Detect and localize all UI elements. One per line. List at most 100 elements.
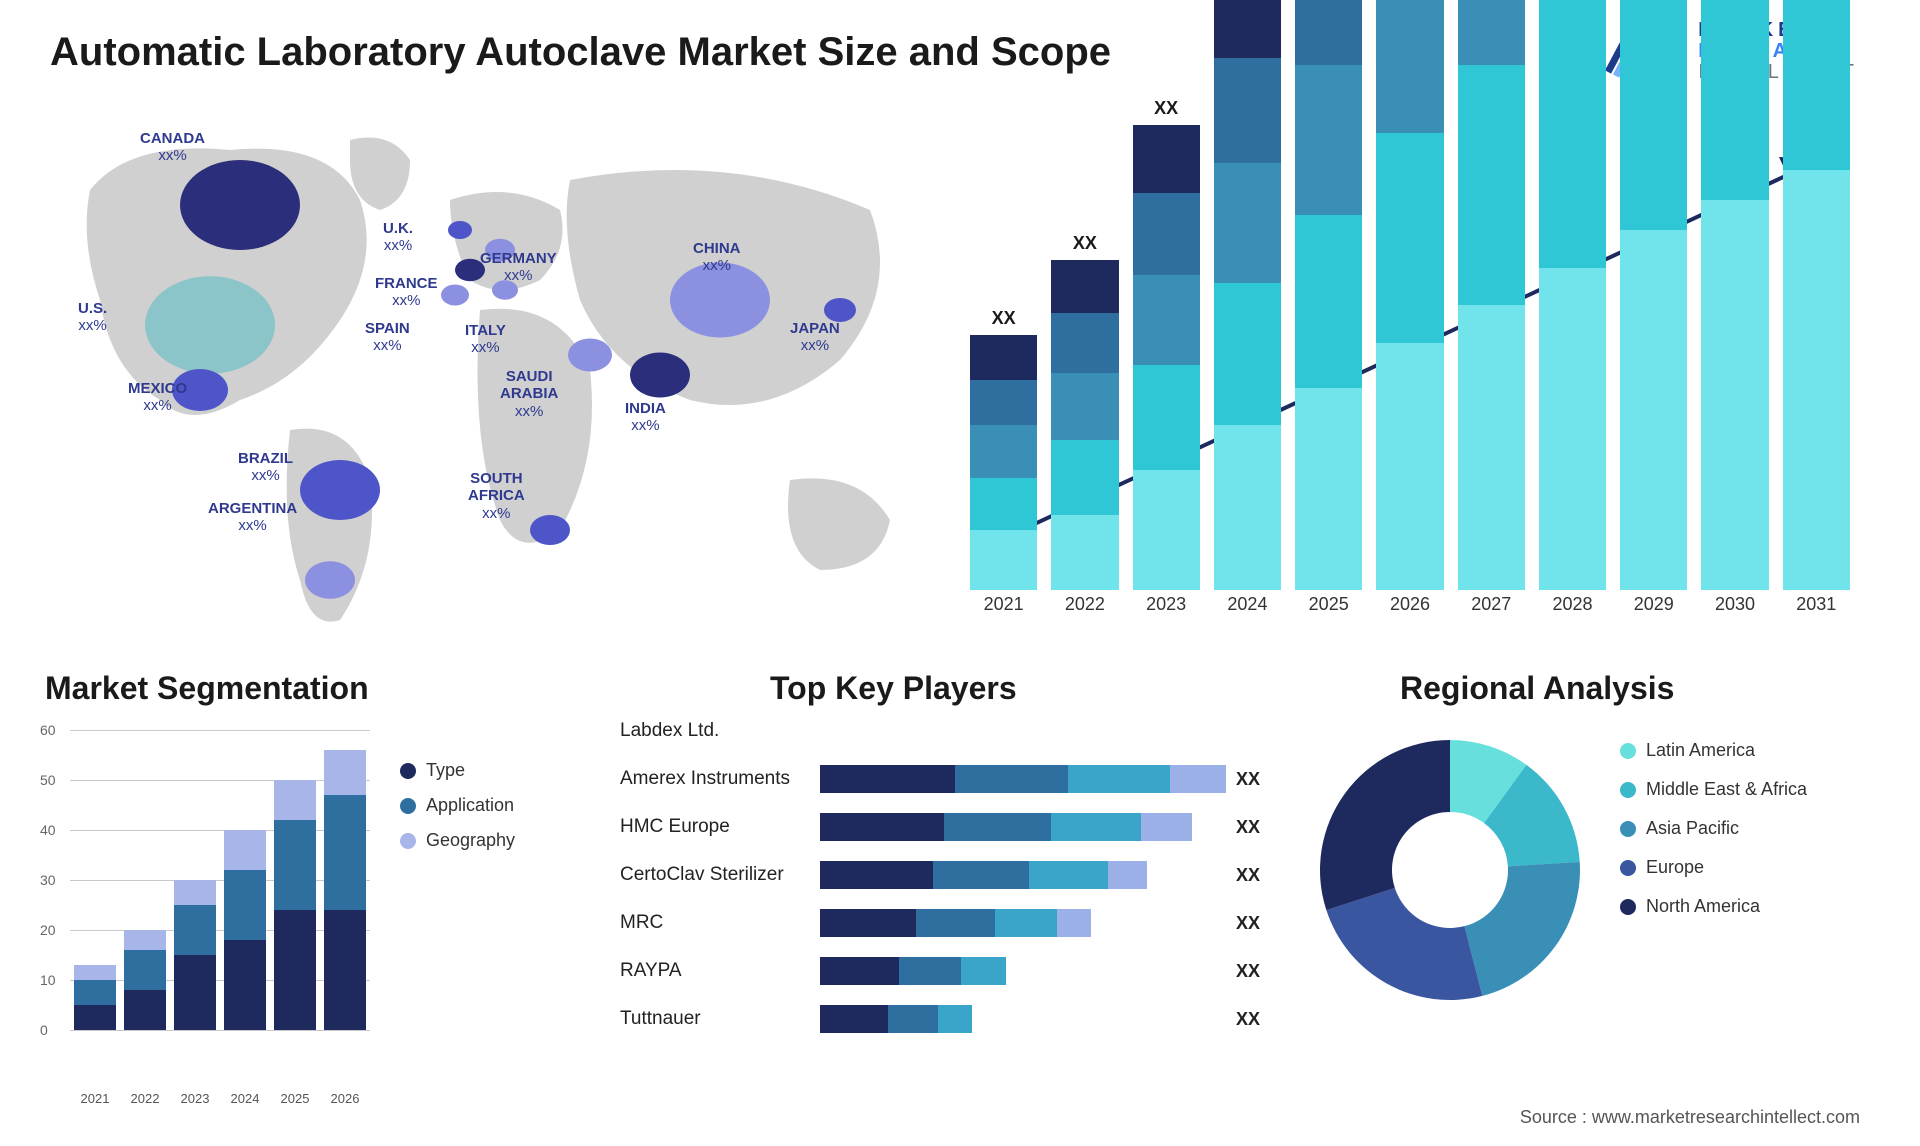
- map-label: JAPANxx%: [790, 320, 840, 355]
- kp-bar-segment: [1057, 909, 1091, 937]
- bar-segment: [1701, 200, 1768, 590]
- key-player-bar: [820, 1005, 1226, 1033]
- y-axis-label: 0: [40, 1022, 48, 1038]
- bar-x-label: 2031: [1783, 594, 1850, 630]
- legend-label: Asia Pacific: [1646, 818, 1739, 839]
- seg-bar-segment: [74, 965, 116, 980]
- bar-segment: [1133, 193, 1200, 276]
- seg-x-label: 2024: [224, 1091, 266, 1106]
- key-player-value: XX: [1236, 865, 1260, 886]
- bar-segment: [1458, 0, 1525, 65]
- key-player-value: XX: [1236, 913, 1260, 934]
- key-players-title: Top Key Players: [770, 670, 1017, 707]
- kp-bar-segment: [1051, 813, 1141, 841]
- y-axis-label: 20: [40, 922, 56, 938]
- kp-bar-segment: [820, 957, 899, 985]
- seg-bar-segment: [224, 830, 266, 870]
- seg-bar-segment: [324, 750, 366, 795]
- legend-label: Type: [426, 760, 465, 781]
- bar-segment: [970, 478, 1037, 531]
- seg-bar-segment: [224, 870, 266, 940]
- bar-segment: [1376, 0, 1443, 133]
- seg-bar-segment: [174, 955, 216, 1030]
- bar-x-label: 2027: [1458, 594, 1525, 630]
- bar-segment: [1376, 343, 1443, 591]
- regional-donut-chart: Latin America Middle East & Africa Asia Pa…: [1300, 720, 1900, 1080]
- legend-swatch: [1620, 743, 1636, 759]
- key-player-row: HMC EuropeXX: [620, 806, 1260, 848]
- key-player-name: HMC Europe: [620, 816, 820, 838]
- bar-column: XX: [1133, 98, 1200, 590]
- map-label: CHINAxx%: [693, 240, 741, 275]
- bar-segment: [1539, 0, 1606, 268]
- seg-bar-segment: [274, 820, 316, 910]
- seg-bar-segment: [124, 950, 166, 990]
- bar-segment: [1295, 65, 1362, 215]
- map-label: U.S.xx%: [78, 300, 107, 335]
- legend-item: Latin America: [1620, 740, 1807, 761]
- legend-item: Geography: [400, 830, 515, 851]
- donut-svg: [1300, 720, 1600, 1020]
- y-axis-label: 10: [40, 972, 56, 988]
- map-label: SPAINxx%: [365, 320, 410, 355]
- key-player-row: MRCXX: [620, 902, 1260, 944]
- kp-bar-segment: [1141, 813, 1192, 841]
- source-attribution: Source : www.marketresearchintellect.com: [1520, 1107, 1860, 1128]
- seg-bar-column: [124, 930, 166, 1030]
- bar-segment: [1620, 230, 1687, 590]
- kp-bar-segment: [995, 909, 1057, 937]
- legend-label: Middle East & Africa: [1646, 779, 1807, 800]
- map-label: SAUDIARABIAxx%: [500, 368, 558, 420]
- bar-top-label: XX: [1154, 98, 1178, 119]
- legend-swatch: [1620, 782, 1636, 798]
- legend-item: Type: [400, 760, 515, 781]
- kp-bar-segment: [820, 909, 916, 937]
- bar-x-label: 2021: [970, 594, 1037, 630]
- key-player-name: RAYPA: [620, 960, 820, 982]
- bar-top-label: XX: [1073, 233, 1097, 254]
- seg-bar-segment: [174, 880, 216, 905]
- legend-swatch: [1620, 821, 1636, 837]
- bar-segment: [1539, 268, 1606, 591]
- bar-column: XX: [1458, 0, 1525, 590]
- legend-label: Application: [426, 795, 514, 816]
- map-label: U.K.xx%: [383, 220, 413, 255]
- bar-segment: [1783, 0, 1850, 170]
- seg-x-label: 2022: [124, 1091, 166, 1106]
- map-label: SOUTHAFRICAxx%: [468, 470, 525, 522]
- key-player-row: RAYPA XX: [620, 950, 1260, 992]
- seg-bar-segment: [324, 795, 366, 910]
- key-player-value: XX: [1236, 961, 1260, 982]
- bar-column: XX: [1783, 0, 1850, 590]
- kp-bar-segment: [961, 957, 1006, 985]
- bar-column: XX: [1539, 0, 1606, 590]
- y-axis-label: 30: [40, 872, 56, 888]
- kp-bar-segment: [944, 813, 1051, 841]
- legend-item: Middle East & Africa: [1620, 779, 1807, 800]
- legend-swatch: [400, 798, 416, 814]
- seg-bar-column: [174, 880, 216, 1030]
- bar-segment: [1214, 58, 1281, 163]
- bar-segment: [1458, 65, 1525, 305]
- bar-segment: [1051, 440, 1118, 515]
- bar-segment: [970, 530, 1037, 590]
- kp-bar-segment: [820, 813, 944, 841]
- legend-label: Latin America: [1646, 740, 1755, 761]
- map-label: FRANCExx%: [375, 275, 438, 310]
- donut-slice: [1464, 862, 1580, 996]
- seg-bar-column: [74, 965, 116, 1030]
- kp-bar-segment: [1068, 765, 1169, 793]
- bar-column: XX: [970, 308, 1037, 590]
- kp-bar-segment: [820, 861, 933, 889]
- world-map: CANADAxx%U.S.xx%MEXICOxx%BRAZILxx%ARGENT…: [50, 120, 930, 640]
- seg-bar-segment: [274, 780, 316, 820]
- bar-segment: [970, 380, 1037, 425]
- key-player-value: XX: [1236, 1009, 1260, 1030]
- legend-swatch: [400, 763, 416, 779]
- key-player-name: Tuttnauer: [620, 1008, 820, 1030]
- bar-segment: [1214, 0, 1281, 58]
- y-axis-label: 50: [40, 772, 56, 788]
- segmentation-legend: Type Application Geography: [400, 760, 515, 865]
- legend-item: North America: [1620, 896, 1807, 917]
- key-player-name: Labdex Ltd.: [620, 720, 820, 742]
